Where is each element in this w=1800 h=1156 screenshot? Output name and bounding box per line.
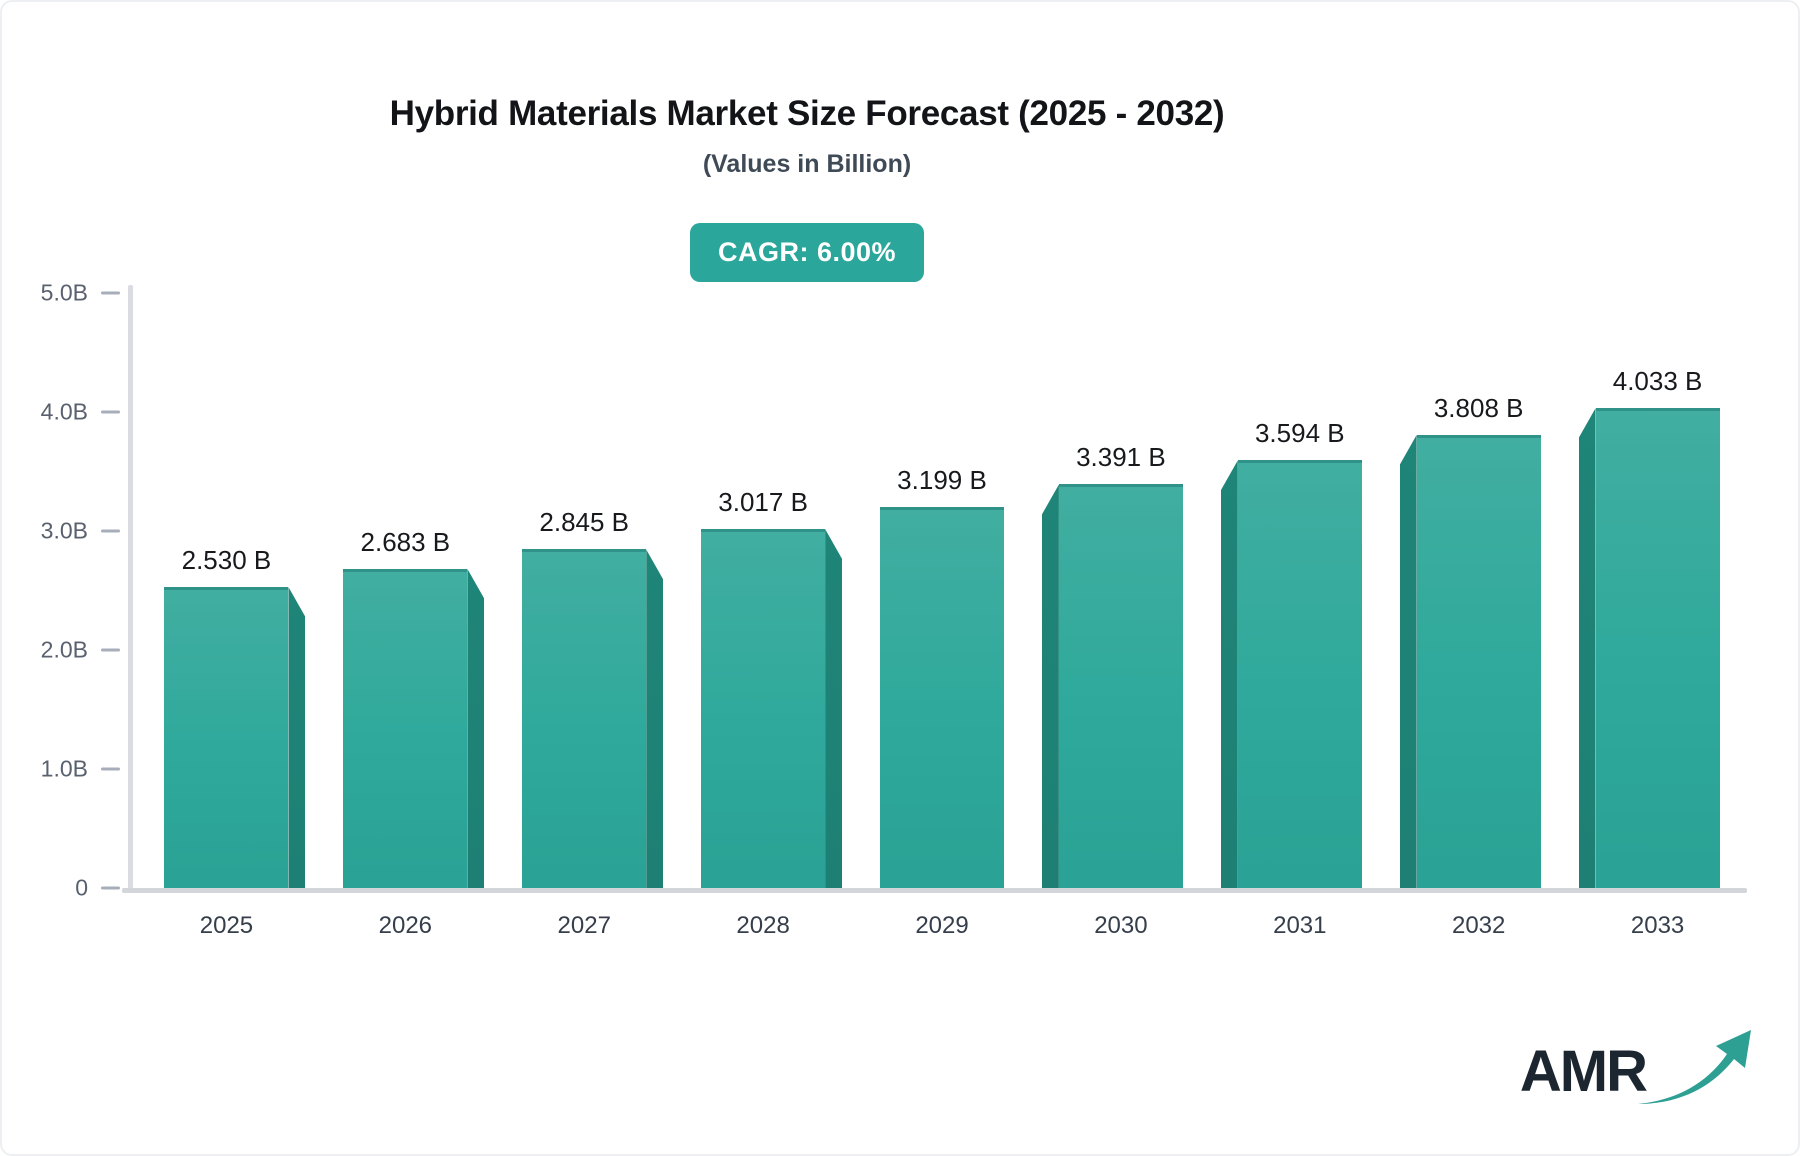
bar-column: 3.808 B 2032 — [1389, 293, 1568, 939]
bar-value-label: 3.391 B — [1076, 442, 1166, 473]
y-axis-tick-mark — [101, 410, 120, 414]
y-axis-tick-row: 0 — [75, 875, 120, 902]
bar-face — [1595, 408, 1720, 888]
y-axis-tick-label: 1.0B — [40, 755, 88, 782]
y-axis-tick-row: 2.0B — [41, 637, 120, 664]
bar-3d-side — [646, 549, 664, 888]
bar-face — [1058, 484, 1183, 888]
y-axis-tick-row: 4.0B — [41, 399, 120, 426]
bar-face — [343, 568, 468, 888]
bar: 3.391 B — [1041, 442, 1183, 888]
bar-value-label: 2.845 B — [539, 507, 630, 538]
y-axis-tick-label: 0 — [75, 874, 88, 901]
x-axis-label: 2033 — [1630, 912, 1685, 939]
y-axis-tick-label: 5.0B — [40, 279, 88, 306]
x-axis-label: 2026 — [378, 912, 433, 939]
bar-value-label: 2.530 B — [181, 544, 272, 575]
y-axis-tick-mark — [101, 886, 120, 890]
cagr-badge: CAGR: 6.00% — [689, 223, 925, 282]
x-axis-label: 2025 — [199, 912, 254, 939]
bar: 2.530 B — [164, 545, 306, 888]
y-axis-tick-mark — [101, 648, 120, 652]
bar: 3.808 B — [1399, 393, 1541, 888]
amr-logo: AMR — [1519, 1030, 1752, 1110]
bar-value-label: 3.594 B — [1254, 418, 1345, 449]
bar-3d-side — [1220, 460, 1238, 888]
bar: 2.683 B — [343, 527, 485, 888]
plot-area: 0 1.0B 2.0B 3.0B 4.0B 5.0B 2.530 B 2025 2.683 B… — [41, 280, 1747, 939]
y-axis-tick-label: 3.0B — [40, 517, 88, 544]
growth-arrow-icon — [1638, 1030, 1751, 1104]
bar: 4.033 B — [1578, 366, 1720, 888]
bar-face — [880, 507, 1004, 888]
x-axis-label: 2029 — [915, 912, 969, 939]
bar-face — [1237, 460, 1362, 888]
y-axis-line — [128, 285, 133, 890]
y-axis-tick-label: 2.0B — [40, 636, 88, 663]
bar-3d-side — [467, 568, 485, 888]
bar: 2.845 B — [522, 507, 664, 888]
y-axis-tick-mark — [101, 291, 120, 295]
bar-value-label: 4.033 B — [1612, 366, 1703, 397]
bar-face — [522, 549, 647, 888]
bar-value-label: 3.808 B — [1433, 392, 1524, 423]
bar-column: 3.391 B 2030 — [1031, 293, 1210, 939]
y-axis-tick-row: 5.0B — [41, 280, 120, 307]
bar-column: 2.530 B 2025 — [137, 293, 316, 939]
y-axis-tick-row: 3.0B — [41, 518, 120, 545]
bar-3d-side — [288, 586, 306, 888]
bar-3d-side — [1041, 484, 1059, 888]
x-axis-line — [122, 888, 1747, 893]
bar: 3.017 B — [701, 487, 843, 888]
chart-header: Hybrid Materials Market Size Forecast (2… — [2, 2, 1612, 282]
x-axis-label: 2031 — [1273, 912, 1327, 939]
x-axis-label: 2030 — [1094, 912, 1148, 939]
bar-3d-side — [1399, 434, 1417, 888]
bar-column: 3.017 B 2028 — [674, 293, 853, 939]
y-axis-tick-mark — [101, 767, 120, 771]
bar-value-label: 2.683 B — [360, 526, 451, 557]
y-axis-tick-row: 1.0B — [41, 756, 120, 783]
bar-series: 2.530 B 2025 2.683 B 2026 2.845 B 2027 3.017 B… — [137, 293, 1747, 939]
bar-3d-side — [825, 528, 843, 888]
bar-column: 3.199 B 2029 — [853, 293, 1032, 939]
bar-value-label: 3.017 B — [718, 486, 808, 517]
badge-row: CAGR: 6.00% — [2, 223, 1612, 282]
bar-column: 2.845 B 2027 — [495, 293, 674, 939]
x-axis-label: 2027 — [557, 912, 611, 939]
bar-column: 3.594 B 2031 — [1210, 293, 1389, 939]
bar-3d-side — [1578, 408, 1596, 888]
chart-subtitle: (Values in Billion) — [702, 150, 912, 178]
chart-title: Hybrid Materials Market Size Forecast (2… — [389, 94, 1225, 133]
bar-column: 4.033 B 2033 — [1568, 293, 1747, 939]
bar-face — [701, 528, 826, 888]
bar-face — [164, 586, 289, 888]
bar-face — [1416, 434, 1541, 888]
bar: 3.199 B — [880, 465, 1004, 888]
x-axis-label: 2028 — [736, 912, 790, 939]
bar: 3.594 B — [1220, 418, 1362, 888]
y-axis-tick-label: 4.0B — [40, 398, 88, 425]
bar-column: 2.683 B 2026 — [316, 293, 495, 939]
x-axis-label: 2032 — [1451, 912, 1506, 939]
amr-logo-text: AMR — [1519, 1038, 1648, 1104]
y-axis-tick-mark — [101, 529, 120, 533]
bar-value-label: 3.199 B — [897, 465, 987, 496]
